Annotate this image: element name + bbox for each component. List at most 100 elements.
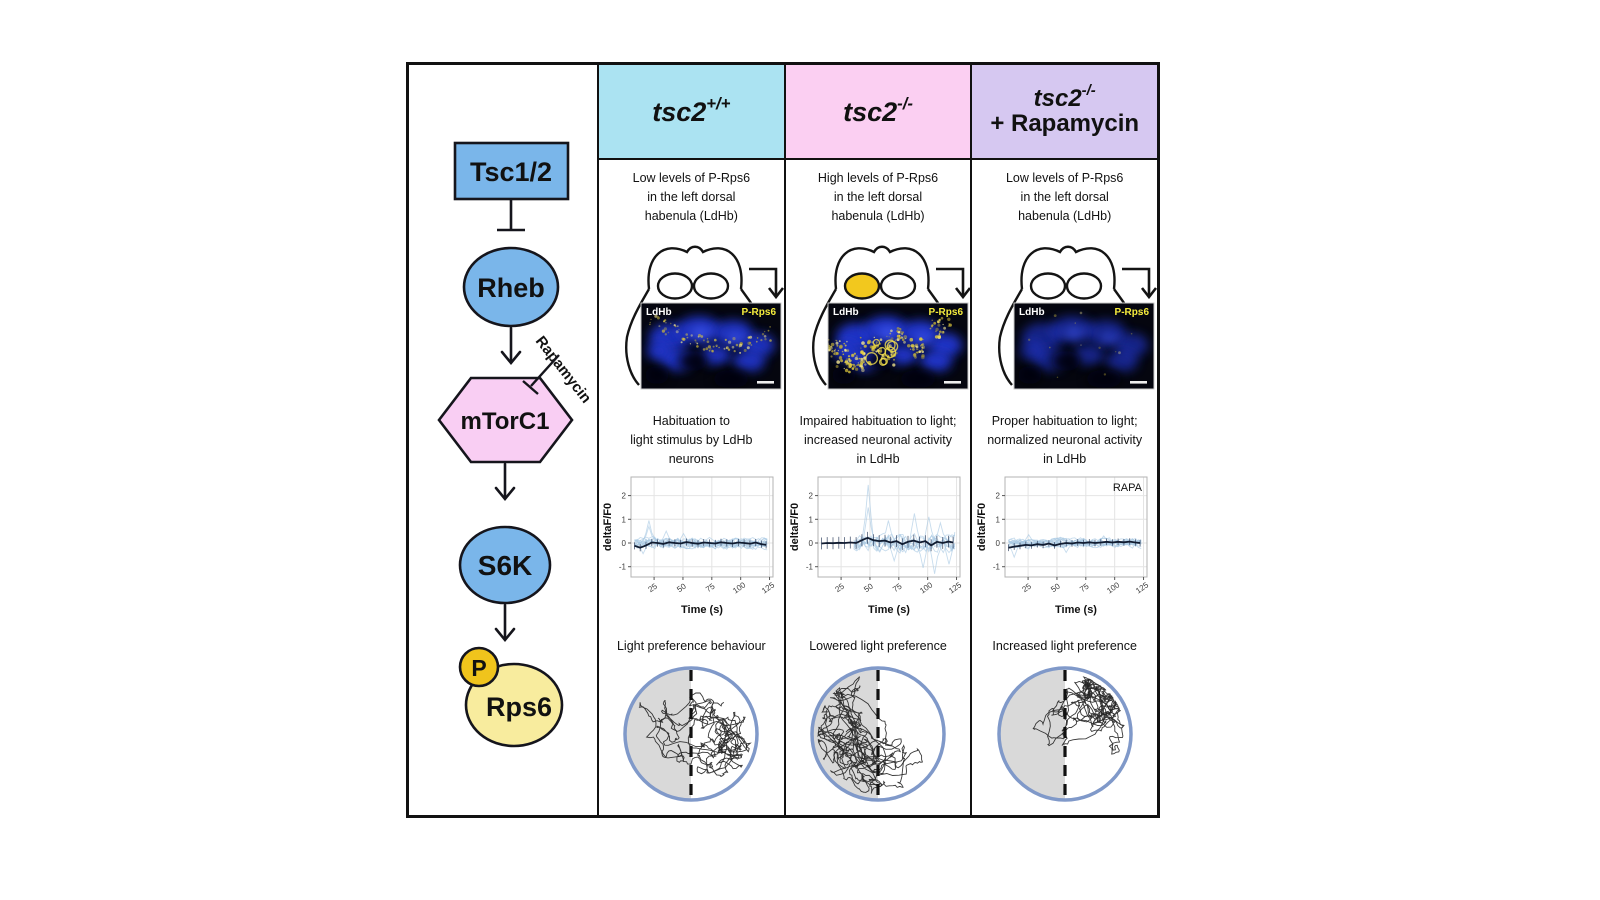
arena-border	[623, 666, 760, 802]
figure-panel: Tsc1/2 Rheb mTorC1 Rapamycin	[406, 62, 1160, 818]
microscopy-image: LdHb P-Rps6	[1013, 302, 1155, 390]
activity-chart: -1 0 1 2 25 50 75 100 125 deltaF/F0 Time (s)	[602, 476, 777, 616]
behaviour-label: Lowered light preference	[809, 639, 947, 653]
chart-ylabel: deltaF/F0	[976, 503, 988, 551]
habenula-right	[879, 272, 916, 300]
phospho-label: P	[471, 655, 486, 681]
svg-text:75: 75	[891, 581, 904, 594]
expression-text: High levels of P-Rps6 in the left dorsal…	[817, 171, 939, 223]
elbow-arrow-icon	[935, 267, 971, 300]
activity-chart: -1 0 1 2 25 50 75 100 125 deltaF/F0 Time (s) RAPA	[976, 476, 1151, 616]
behaviour-circle	[810, 666, 946, 802]
svg-text:2: 2	[809, 492, 814, 501]
svg-text:100: 100	[732, 580, 749, 595]
svg-text:0: 0	[809, 539, 814, 548]
activity-chart: -1 0 1 2 25 50 75 100 125 deltaF/F0 Time (s)	[789, 476, 964, 616]
behaviour-label: Increased light preference	[992, 639, 1137, 653]
brain-ldhb-diagram: LdHb P-Rps6	[811, 245, 971, 390]
chart-ylabel: deltaF/F0	[602, 503, 614, 551]
svg-text:50: 50	[676, 581, 689, 594]
mtorc1-node: mTorC1	[437, 376, 574, 464]
arena-border	[810, 666, 946, 802]
behaviour-circle	[996, 666, 1133, 802]
elbow-arrow-icon	[749, 267, 785, 300]
chart-xlabel: Time (s)	[1055, 604, 1097, 616]
habenula-right	[692, 272, 730, 300]
scale-bar	[943, 381, 961, 384]
svg-text:100: 100	[918, 580, 935, 595]
mtorc1-label: mTorC1	[461, 408, 550, 435]
swim-trajectory	[817, 676, 923, 794]
svg-text:125: 125	[1134, 580, 1151, 595]
svg-text:125: 125	[760, 580, 777, 595]
genotype-allele: -/-	[897, 93, 913, 113]
tsc12-label: Tsc1/2	[470, 157, 552, 187]
brain-ldhb-diagram: LdHb P-Rps6	[625, 245, 785, 390]
svg-text:25: 25	[1020, 581, 1033, 594]
svg-text:50: 50	[1049, 581, 1062, 594]
prps6-label: P-Rps6	[928, 307, 963, 318]
arena-border	[996, 666, 1133, 802]
phospho-badge	[458, 646, 500, 688]
svg-text:1: 1	[809, 515, 814, 524]
prps6-label: P-Rps6	[742, 307, 777, 318]
ldhb-label: LdHb	[833, 307, 859, 318]
column-tsc2-mutant: tsc2-/- High levels of P-Rps6 in the lef…	[783, 65, 971, 815]
microscopy-border	[1013, 302, 1155, 390]
expression-text: Low levels of P-Rps6 in the left dorsal …	[1005, 171, 1124, 223]
swim-trajectory	[1046, 678, 1117, 747]
column-header-tsc2-wildtype: tsc2+/+	[599, 65, 784, 160]
swim-trajectory	[639, 696, 753, 777]
s6k-label: S6K	[478, 550, 532, 581]
chart-ylabel: deltaF/F0	[789, 503, 801, 551]
svg-text:-1: -1	[806, 563, 814, 572]
svg-text:2: 2	[622, 492, 627, 501]
inhibition-edge-tsc12-rheb	[497, 199, 525, 232]
svg-text:-1: -1	[619, 563, 627, 572]
svg-text:25: 25	[833, 581, 846, 594]
column-header-tsc2-mutant: tsc2-/-	[785, 65, 971, 160]
svg-text:100: 100	[1105, 580, 1122, 595]
behaviour-label: Light preference behaviour	[616, 639, 766, 653]
svg-text:1: 1	[995, 515, 1000, 524]
habituation-text: Impaired habituation to light; increased…	[799, 414, 957, 466]
genotype-gene: tsc2	[1033, 85, 1082, 113]
prps6-label: P-Rps6	[1115, 307, 1150, 318]
scale-bar	[1130, 381, 1148, 384]
ldhb-label: LdHb	[646, 307, 672, 318]
microscopy-image: LdHb P-Rps6	[827, 302, 969, 390]
microscopy-image: LdHb P-Rps6	[640, 302, 782, 390]
chart-annotation: RAPA	[1113, 482, 1143, 494]
dark-side-shading	[625, 668, 692, 800]
pathway-column: Tsc1/2 Rheb mTorC1 Rapamycin	[409, 65, 597, 815]
rheb-label: Rheb	[477, 273, 545, 303]
brain-ldhb-diagram: LdHb P-Rps6	[998, 245, 1158, 390]
svg-text:2: 2	[995, 492, 1000, 501]
elbow-arrow-icon	[1122, 267, 1158, 300]
svg-text:75: 75	[1078, 581, 1091, 594]
column-tsc2-mutant-rapamycin: tsc2-/- + Rapamycin Low levels of P-Rps6…	[970, 65, 1158, 815]
treatment-label: + Rapamycin	[990, 110, 1140, 137]
swim-trajectory	[817, 685, 908, 793]
dark-side-shading	[998, 668, 1065, 800]
genotype-allele: -/-	[1081, 83, 1096, 100]
svg-text:-1: -1	[993, 563, 1001, 572]
habenula-left	[656, 272, 694, 300]
column-tsc2-wildtype: tsc2+/+ Low levels of P-Rps6 in the left…	[597, 65, 785, 815]
inhibition-edge-rapamycin-mtorc1	[522, 354, 560, 395]
habenula-left	[1030, 272, 1067, 300]
habituation-text: Habituation to light stimulus by LdHb ne…	[630, 414, 753, 466]
rheb-node: Rheb	[462, 246, 560, 328]
svg-text:25: 25	[647, 581, 660, 594]
activation-arrow-rheb-mtorc1	[500, 326, 522, 366]
rps6-label: Rps6	[486, 692, 552, 722]
svg-text:0: 0	[622, 539, 627, 548]
activation-arrow-mtorc1-s6k	[494, 462, 516, 502]
ldhb-label: LdHb	[1019, 307, 1045, 318]
rps6-node: Rps6 P	[458, 646, 564, 748]
microscopy-border	[640, 302, 782, 390]
column-header-tsc2-mutant-rapamycin: tsc2-/- + Rapamycin	[972, 65, 1158, 160]
svg-text:125: 125	[947, 580, 964, 595]
habituation-text: Proper habituation to light; normalized …	[987, 414, 1143, 466]
dark-side-shading	[812, 668, 878, 800]
